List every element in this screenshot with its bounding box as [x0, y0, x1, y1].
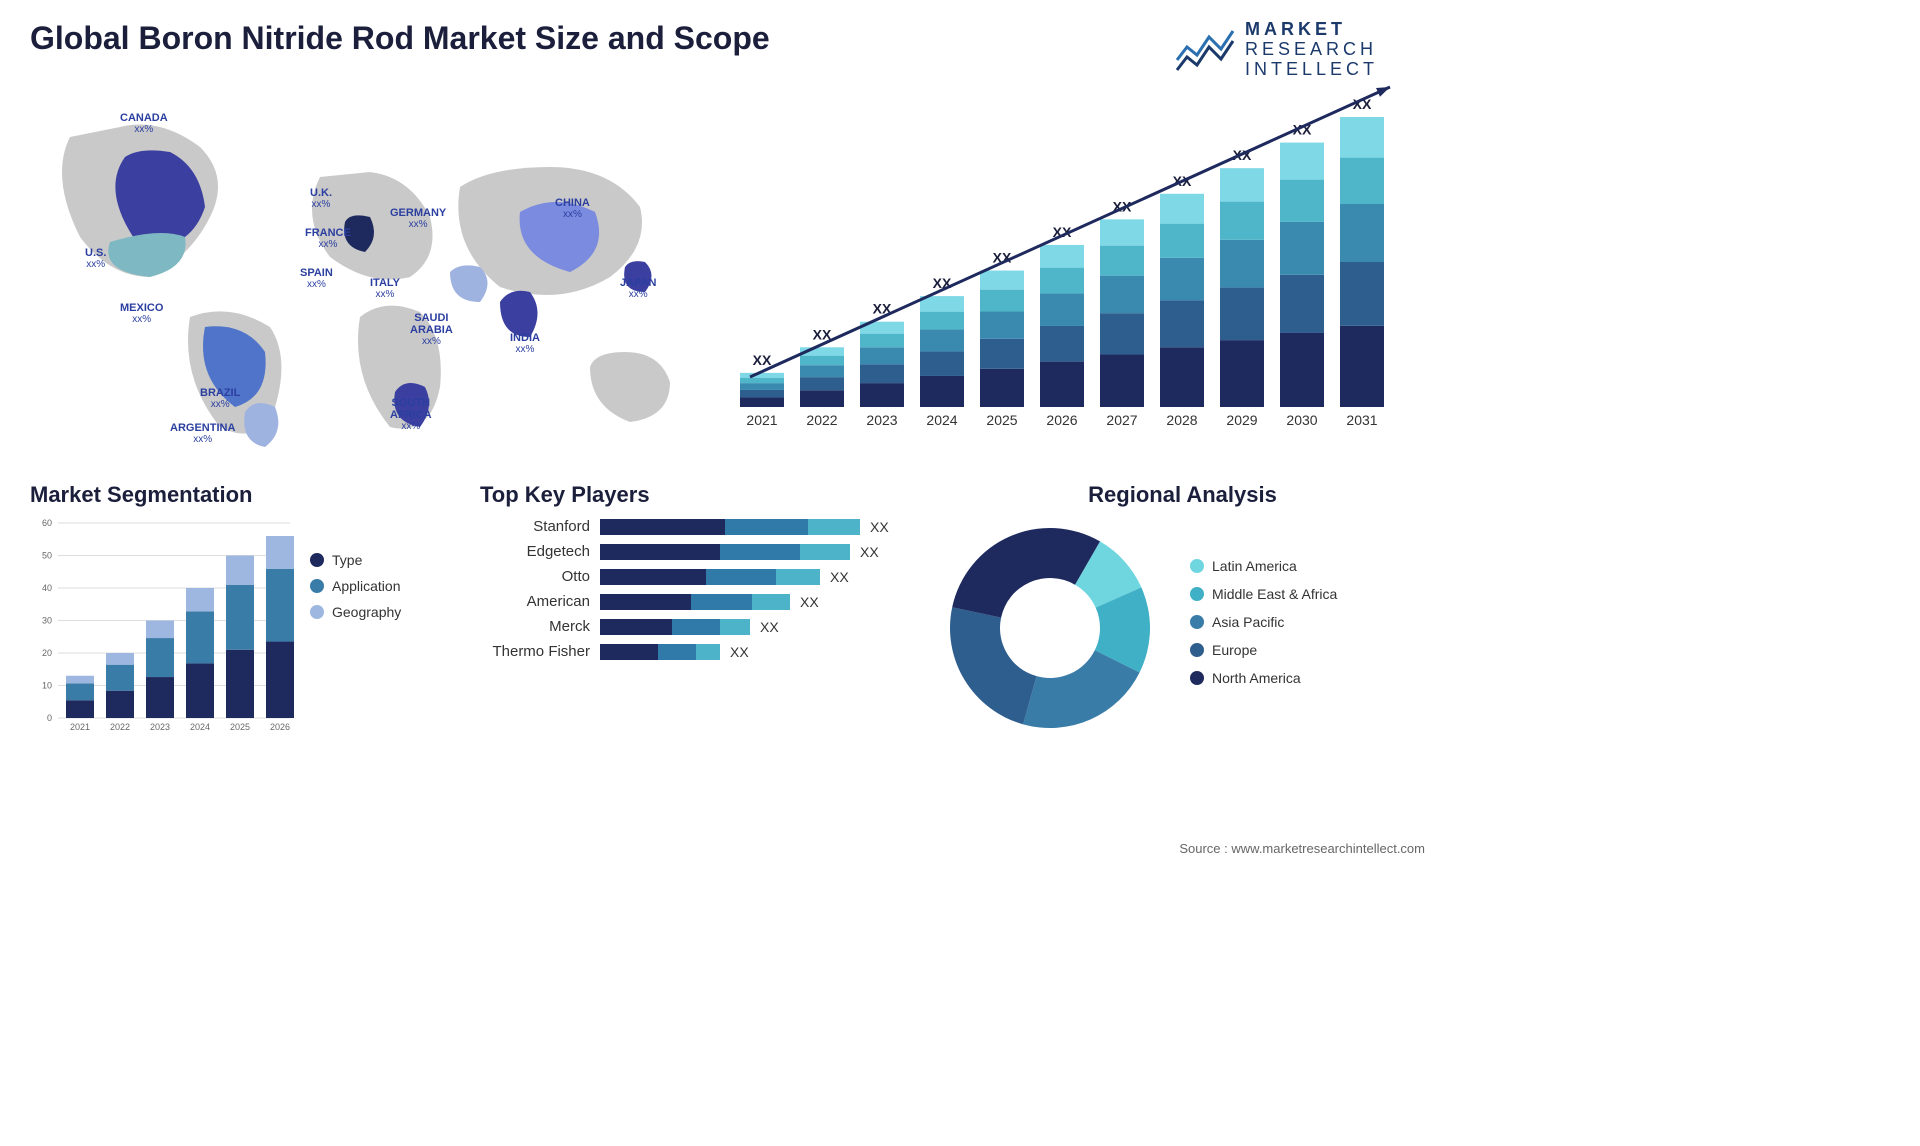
svg-text:XX: XX: [753, 352, 772, 368]
map-label: SAUDIARABIAxx%: [410, 312, 453, 347]
segmentation-chart: 0 10 20 30 40 50 60 2021 2022 2023 2024 2025 2026: [30, 518, 300, 738]
legend-item: Type: [310, 552, 401, 568]
map-label: CANADAxx%: [120, 112, 168, 135]
player-name: Merck: [480, 618, 600, 635]
player-bar: [600, 619, 750, 635]
map-label: ITALYxx%: [370, 277, 400, 300]
svg-text:2023: 2023: [866, 412, 897, 428]
brand-logo: MARKET RESEARCH INTELLECT: [1175, 20, 1425, 79]
svg-text:2024: 2024: [926, 412, 957, 428]
legend-item: Middle East & Africa: [1190, 586, 1337, 602]
svg-text:2026: 2026: [1046, 412, 1077, 428]
legend-item: Application: [310, 578, 401, 594]
map-label: ARGENTINAxx%: [170, 422, 235, 445]
legend-item: Asia Pacific: [1190, 614, 1337, 630]
svg-text:30: 30: [42, 616, 52, 626]
svg-text:2025: 2025: [986, 412, 1017, 428]
segmentation-legend: Type Application Geography: [310, 552, 401, 630]
player-bar: [600, 544, 850, 560]
regional-legend: Latin America Middle East & Africa Asia Pa…: [1190, 558, 1337, 698]
svg-text:2023: 2023: [150, 722, 170, 732]
map-label: GERMANYxx%: [390, 207, 446, 230]
svg-text:60: 60: [42, 518, 52, 528]
map-label: SPAINxx%: [300, 267, 333, 290]
map-label: U.K.xx%: [310, 187, 332, 210]
svg-text:2031: 2031: [1346, 412, 1377, 428]
logo-line-1: MARKET: [1245, 20, 1378, 40]
player-row: Thermo Fisher XX: [480, 643, 910, 660]
svg-text:50: 50: [42, 551, 52, 561]
player-value: XX: [870, 519, 889, 535]
legend-item: Geography: [310, 604, 401, 620]
player-row: American XX: [480, 593, 910, 610]
legend-item: Europe: [1190, 642, 1337, 658]
segmentation-title: Market Segmentation: [30, 482, 450, 508]
player-value: XX: [730, 644, 749, 660]
map-label: FRANCExx%: [305, 227, 351, 250]
regional-donut: [940, 518, 1160, 738]
player-name: Edgetech: [480, 543, 600, 560]
logo-icon: [1175, 25, 1235, 75]
map-label: CHINAxx%: [555, 197, 590, 220]
map-label: MEXICOxx%: [120, 302, 163, 325]
map-label: U.S.xx%: [85, 247, 106, 270]
svg-text:2022: 2022: [110, 722, 130, 732]
svg-text:2029: 2029: [1226, 412, 1257, 428]
player-name: Otto: [480, 568, 600, 585]
map-label: JAPANxx%: [620, 277, 656, 300]
player-name: American: [480, 593, 600, 610]
svg-text:20: 20: [42, 648, 52, 658]
svg-text:2030: 2030: [1286, 412, 1317, 428]
svg-text:2026: 2026: [270, 722, 290, 732]
player-row: Merck XX: [480, 618, 910, 635]
svg-text:2022: 2022: [806, 412, 837, 428]
legend-item: North America: [1190, 670, 1337, 686]
segmentation-section: Market Segmentation 0 10 20 30 40 50 60 2021 202…: [30, 482, 450, 743]
player-name: Thermo Fisher: [480, 643, 600, 660]
player-row: Otto XX: [480, 568, 910, 585]
source-text: Source : www.marketresearchintellect.com: [1179, 841, 1425, 856]
growth-bar-chart: XX2021XX2022XX2023XX2024XX2025XX2026XX20…: [730, 77, 1425, 457]
regional-section: Regional Analysis Latin America Middle Ea…: [940, 482, 1425, 743]
svg-text:40: 40: [42, 583, 52, 593]
logo-line-2: RESEARCH: [1245, 40, 1378, 60]
svg-text:0: 0: [47, 713, 52, 723]
player-bar: [600, 519, 860, 535]
svg-text:2025: 2025: [230, 722, 250, 732]
player-row: Edgetech XX: [480, 543, 910, 560]
map-label: INDIAxx%: [510, 332, 540, 355]
svg-text:2027: 2027: [1106, 412, 1137, 428]
legend-item: Latin America: [1190, 558, 1337, 574]
player-bar: [600, 569, 820, 585]
players-title: Top Key Players: [480, 482, 910, 508]
players-section: Top Key Players StanfordXXEdgetechXXOtto…: [480, 482, 910, 743]
player-name: Stanford: [480, 518, 600, 535]
player-value: XX: [800, 594, 819, 610]
player-value: XX: [830, 569, 849, 585]
player-row: Stanford XX: [480, 518, 910, 535]
svg-text:10: 10: [42, 681, 52, 691]
map-label: SOUTHAFRICAxx%: [390, 397, 432, 432]
players-chart: StanfordXXEdgetechXXOttoXXAmericanXXMerc…: [480, 518, 910, 660]
svg-text:2028: 2028: [1166, 412, 1197, 428]
player-bar: [600, 594, 790, 610]
svg-text:2024: 2024: [190, 722, 210, 732]
svg-text:2021: 2021: [70, 722, 90, 732]
world-map: CANADAxx% U.S.xx% MEXICOxx% BRAZILxx% ARGENT…: [30, 77, 710, 457]
player-value: XX: [760, 619, 779, 635]
svg-text:2021: 2021: [746, 412, 777, 428]
player-bar: [600, 644, 720, 660]
player-value: XX: [860, 544, 879, 560]
regional-title: Regional Analysis: [940, 482, 1425, 508]
map-label: BRAZILxx%: [200, 387, 240, 410]
